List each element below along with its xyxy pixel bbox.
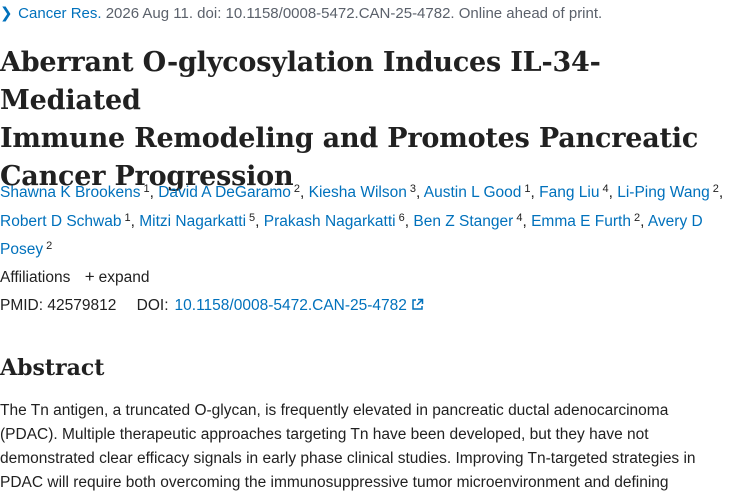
author-link[interactable]: Emma E Furth: [531, 212, 631, 230]
author-link[interactable]: Li-Ping Wang: [617, 184, 710, 201]
pmid-label: PMID:: [0, 297, 44, 314]
affiliation-number[interactable]: 2: [712, 183, 719, 195]
affiliations-label: Affiliations: [0, 269, 71, 286]
article-identifiers: PMID: 42579812 DOI: 10.1158/0008-5472.CAN…: [0, 295, 424, 318]
affiliation-number[interactable]: 6: [398, 211, 405, 224]
affiliation-number[interactable]: 4: [516, 211, 523, 224]
chevron-right-icon[interactable]: ❯: [0, 5, 13, 22]
abstract-line: PDAC will require both overcoming the im…: [0, 474, 669, 491]
author-link[interactable]: Fang Liu: [539, 184, 600, 201]
affiliation-number[interactable]: 5: [249, 211, 256, 224]
title-line: Cancer Progression: [0, 161, 294, 192]
author-link[interactable]: Avery D Posey: [0, 212, 703, 259]
affiliation-number[interactable]: 3: [409, 183, 416, 195]
external-link-icon[interactable]: [411, 296, 424, 318]
author-item: Avery D Posey 2: [0, 213, 703, 259]
author-item: Emma E Furth 2: [531, 211, 641, 230]
citation-details: 2026 Aug 11. doi: 10.1158/0008-5472.CAN-…: [101, 5, 603, 22]
doi-label: DOI:: [136, 297, 169, 314]
title-line: Immune Remodeling and Promotes Pancreati…: [0, 123, 699, 154]
author-link[interactable]: Ben Z Stanger: [413, 212, 514, 230]
author-link[interactable]: Prakash Nagarkatti: [263, 212, 396, 230]
abstract-heading: Abstract: [0, 355, 105, 381]
author-item: Mitzi Nagarkatti 5: [139, 211, 256, 230]
author-item: Li-Ping Wang 2: [617, 183, 719, 201]
plus-icon[interactable]: +: [84, 267, 95, 286]
expand-label[interactable]: expand: [98, 269, 150, 286]
affiliation-number[interactable]: 1: [143, 183, 150, 195]
author-link[interactable]: Shawna K Brookens: [0, 184, 141, 201]
author-item: Shawna K Brookens 1: [0, 183, 150, 201]
abstract-text: The Tn antigen, a truncated O-glycan, is…: [0, 399, 745, 495]
affiliation-number[interactable]: 4: [602, 183, 609, 195]
abstract-line: The Tn antigen, a truncated O-glycan, is…: [0, 402, 669, 419]
affiliation-number[interactable]: 2: [293, 183, 301, 195]
author-link[interactable]: Mitzi Nagarkatti: [139, 212, 247, 230]
article-title: Aberrant O-glycosylation Induces IL-34-M…: [0, 44, 740, 196]
author-link[interactable]: Robert D Schwab: [0, 212, 122, 230]
author-link[interactable]: Kiesha Wilson: [308, 184, 407, 201]
author-list: Shawna K Brookens 1, David A DeGaramo 2, K…: [0, 183, 724, 259]
author-item: Robert D Schwab 1: [0, 211, 131, 230]
author-item: Austin L Good 1: [423, 183, 531, 201]
affiliation-number[interactable]: 1: [124, 211, 131, 224]
author-item: Prakash Nagarkatti 6: [263, 211, 405, 230]
author-link[interactable]: David A DeGaramo: [158, 184, 291, 201]
doi-link[interactable]: 10.1158/0008-5472.CAN-25-4782: [174, 297, 407, 314]
affiliations-toggle[interactable]: Affiliations + expand: [0, 266, 149, 289]
pmid-value: 42579812: [47, 297, 117, 314]
journal-link[interactable]: Cancer Res.: [18, 5, 102, 22]
author-item: Kiesha Wilson 3: [308, 183, 416, 201]
author-link[interactable]: Austin L Good: [423, 184, 522, 201]
title-line: Aberrant O-glycosylation Induces IL-34-M…: [0, 47, 601, 116]
affiliation-number[interactable]: 2: [46, 240, 53, 252]
affiliation-number[interactable]: 2: [633, 211, 641, 224]
affiliation-number[interactable]: 1: [524, 183, 531, 195]
author-item: Fang Liu 4: [539, 183, 609, 201]
abstract-line: demonstrated clear efficacy signals in e…: [0, 450, 696, 467]
author-item: Ben Z Stanger 4: [413, 211, 523, 230]
author-item: David A DeGaramo 2: [158, 183, 301, 201]
citation-line: ❯ Cancer Res. 2026 Aug 11. doi: 10.1158/…: [0, 4, 602, 24]
abstract-line: (PDAC). Multiple therapeutic approaches …: [0, 426, 649, 443]
